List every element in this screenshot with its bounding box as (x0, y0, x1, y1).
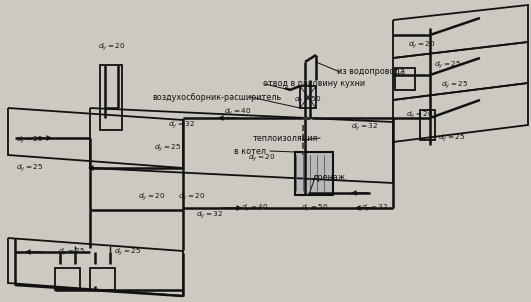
Text: $d_y=32$: $d_y=32$ (168, 119, 195, 131)
Text: $d_y=20$: $d_y=20$ (98, 41, 126, 53)
Text: $d_y=32$: $d_y=32$ (352, 121, 379, 133)
Text: $d_y=32$: $d_y=32$ (362, 202, 389, 214)
Text: $d_y=40$: $d_y=40$ (224, 106, 252, 118)
Text: $d_y=25$: $d_y=25$ (114, 246, 142, 258)
Text: из водопровода: из водопровода (337, 68, 405, 76)
Text: воздухосборник-расширитель: воздухосборник-расширитель (152, 92, 281, 101)
Text: $d_y=25$: $d_y=25$ (434, 59, 461, 71)
Text: $d_y=25$: $d_y=25$ (439, 132, 466, 144)
Bar (395, 68, 415, 90)
Text: $d_y=40$: $d_y=40$ (241, 202, 269, 214)
Text: $d_y=25$: $d_y=25$ (16, 162, 44, 174)
Text: в котел: в котел (234, 146, 266, 156)
Text: $d_y=50$: $d_y=50$ (301, 202, 329, 214)
Text: $d_y=25$: $d_y=25$ (58, 246, 85, 258)
Text: отвод в раковину кухни: отвод в раковину кухни (263, 79, 365, 88)
Text: дренаж: дренаж (313, 172, 346, 182)
Text: $d_y=25$: $d_y=25$ (155, 142, 182, 154)
Bar (300, 86, 316, 108)
Bar (55, 268, 80, 290)
Bar (420, 110, 435, 140)
Text: $d_y=20$: $d_y=20$ (249, 152, 276, 164)
Text: $d_y=25$: $d_y=25$ (441, 79, 469, 91)
Bar (295, 152, 333, 195)
Text: $d_y=20$: $d_y=20$ (178, 191, 205, 203)
Text: $d_y=20$: $d_y=20$ (408, 39, 436, 51)
Bar (100, 65, 122, 130)
Bar (90, 268, 115, 290)
Text: $d_y=50$: $d_y=50$ (294, 94, 322, 106)
Text: $d_y=20$: $d_y=20$ (406, 109, 434, 121)
Text: $d_y=25$: $d_y=25$ (16, 134, 44, 146)
Text: $d_y=32$: $d_y=32$ (196, 209, 224, 221)
Text: $d_y=20$: $d_y=20$ (138, 191, 166, 203)
Text: теплоизоляция: теплоизоляция (253, 133, 319, 143)
